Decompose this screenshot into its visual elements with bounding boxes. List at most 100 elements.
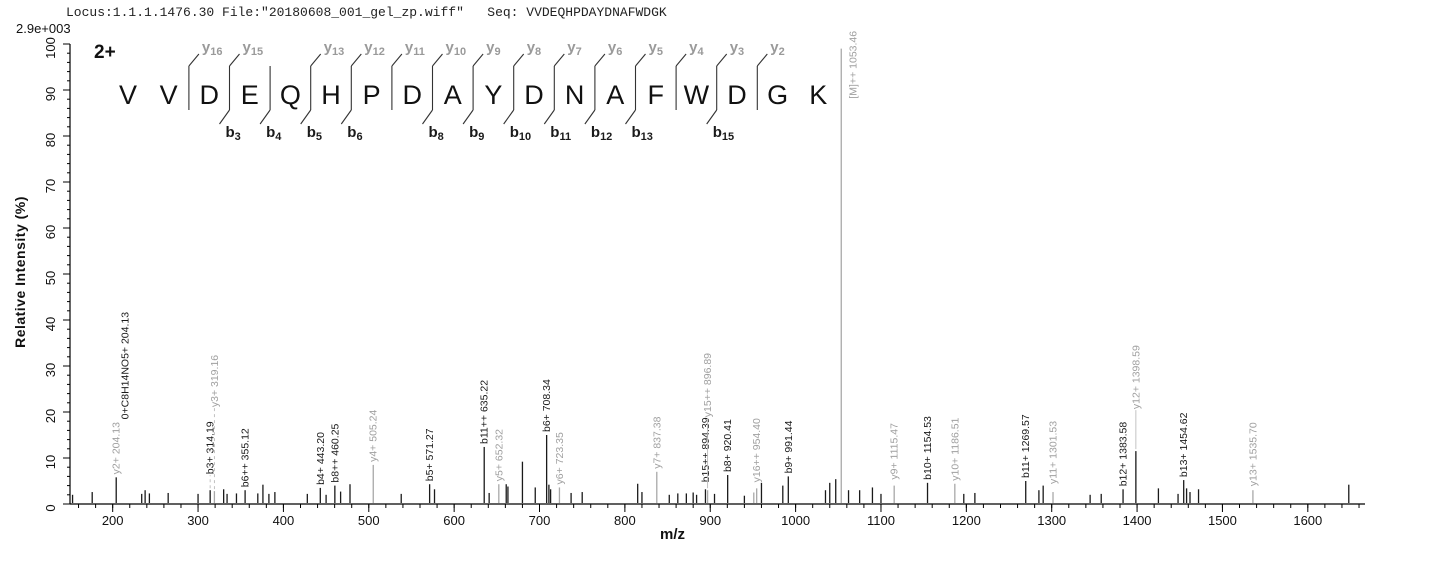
b-ion-label: b10 xyxy=(510,124,531,143)
b-ion-label: b12 xyxy=(591,124,612,143)
b-ion-label: b9 xyxy=(469,124,484,143)
peak-label: b11+ 1269.57 xyxy=(1020,414,1032,478)
x-axis-title: m/z xyxy=(660,526,686,543)
y-ion-label: y5 xyxy=(649,39,663,58)
peak-label: y5+ 652.32 xyxy=(493,429,505,481)
y-ion-flag xyxy=(432,53,443,67)
x-tick-label: 500 xyxy=(358,513,380,528)
sequence-residue: K xyxy=(809,80,827,110)
y-tick-label: 0 xyxy=(43,504,58,511)
y-ion-label: y8 xyxy=(527,39,541,58)
sequence-residue: F xyxy=(648,80,665,110)
b-ion-flag xyxy=(462,109,474,125)
y-ion-flag xyxy=(716,53,728,67)
peak-label: b6++ 355.12 xyxy=(240,428,252,487)
y-ion-label: y12 xyxy=(364,39,385,58)
sequence-residue: Q xyxy=(280,80,301,110)
x-tick-label: 900 xyxy=(699,513,721,528)
y-ion-label: y3 xyxy=(730,39,744,58)
y-ion-label: y7 xyxy=(567,39,581,58)
b-ion-flag xyxy=(422,109,433,125)
peak-label: b11++ 635.22 xyxy=(479,380,491,444)
b-ion-label: b4 xyxy=(266,124,282,143)
x-tick-label: 800 xyxy=(614,513,636,528)
x-tick-label: 200 xyxy=(102,513,124,528)
b-ion-label: b5 xyxy=(307,124,322,143)
sequence-residue: D xyxy=(199,80,219,110)
peak-label: b8++ 460.25 xyxy=(329,423,341,482)
y-ion-label: y9 xyxy=(486,39,500,58)
sequence-residue: V xyxy=(119,80,137,110)
b-ion-flag xyxy=(219,109,230,125)
peak-label: y13+ 1535.70 xyxy=(1247,422,1259,486)
y-ion-flag xyxy=(310,53,322,67)
y-tick-label: 60 xyxy=(43,225,58,239)
x-tick-label: 1200 xyxy=(952,513,981,528)
peak-label: b9+ 991.44 xyxy=(783,420,795,473)
b-ion-flag xyxy=(543,109,555,125)
peak-label: y10+ 1186.51 xyxy=(949,417,961,480)
precursor-charge-label: 2+ xyxy=(94,42,116,63)
max-intensity-label: 2.9e+003 xyxy=(16,21,71,36)
y-tick-label: 30 xyxy=(43,363,58,377)
sequence-residue: A xyxy=(606,80,624,110)
sequence-residue: E xyxy=(241,80,259,110)
y-tick-label: 20 xyxy=(43,409,58,423)
y-ion-flag xyxy=(513,53,525,67)
b-ion-label: b8 xyxy=(429,124,444,143)
y-tick-label: 100 xyxy=(43,37,58,59)
peak-label: y7+ 837.38 xyxy=(651,416,663,468)
b-ion-flag xyxy=(625,109,636,125)
sequence-residue: G xyxy=(767,80,788,110)
x-tick-label: 1500 xyxy=(1208,513,1237,528)
y-tick-label: 10 xyxy=(43,455,58,469)
x-tick-label: 300 xyxy=(187,513,209,528)
sequence-residue: N xyxy=(565,80,585,110)
peak-label: y2+ 204.13 xyxy=(111,422,123,474)
y-tick-label: 50 xyxy=(43,271,58,285)
y-ion-flag xyxy=(229,53,240,67)
b-ion-flag xyxy=(300,109,312,125)
x-tick-label: 700 xyxy=(529,513,551,528)
peak-label: y3+ 319.16 xyxy=(209,355,221,407)
peak-label: y9+ 1115.47 xyxy=(889,423,901,480)
peak-label: b4+ 443.20 xyxy=(315,432,327,485)
peak-label: b6+ 708.34 xyxy=(541,379,553,432)
y-ion-label: y15 xyxy=(243,39,264,58)
peak-label: [M]++ 1053.46 xyxy=(848,31,860,99)
x-tick-label: 1400 xyxy=(1123,513,1152,528)
sequence-residue: H xyxy=(321,80,341,110)
b-ion-label: b15 xyxy=(713,124,734,143)
locus-file-seq-header: Locus:1.1.1.1476.30 File:"20180608_001_g… xyxy=(66,5,667,20)
y-ion-label: y16 xyxy=(202,39,223,58)
y-tick-label: 90 xyxy=(43,87,58,101)
sequence-residue: D xyxy=(402,80,422,110)
y-ion-flag xyxy=(675,53,687,67)
x-tick-label: 400 xyxy=(273,513,295,528)
sequence-residue: P xyxy=(363,80,381,110)
peak-label: b5+ 571.27 xyxy=(424,428,436,481)
y-tick-label: 40 xyxy=(43,317,58,331)
x-tick-label: 1300 xyxy=(1037,513,1066,528)
sequence-residue: W xyxy=(684,80,710,110)
y-ion-flag xyxy=(553,53,565,67)
y-ion-label: y11 xyxy=(405,39,425,58)
y-ion-flag xyxy=(472,53,484,67)
peak-label: b12+ 1383.58 xyxy=(1118,422,1130,487)
y-tick-label: 70 xyxy=(43,179,58,193)
b-ion-flag xyxy=(259,109,271,125)
y-ion-label: y13 xyxy=(324,39,345,58)
peak-label: y4+ 505.24 xyxy=(368,409,380,461)
peak-label: y15++ 896.89 xyxy=(702,353,714,417)
b-ion-label: b11 xyxy=(550,124,571,143)
peak-label: y6+ 723.35 xyxy=(554,432,566,484)
y-ion-flag xyxy=(391,53,403,67)
sequence-residue: Y xyxy=(484,80,502,110)
y-ion-flag xyxy=(756,53,768,67)
peak-label: 0+C8H14NO5+ 204.13 xyxy=(120,312,132,420)
y-ion-flag xyxy=(188,53,200,67)
y-tick-label: 80 xyxy=(43,133,58,147)
peak-label: b3+ 314.19 xyxy=(205,421,217,474)
